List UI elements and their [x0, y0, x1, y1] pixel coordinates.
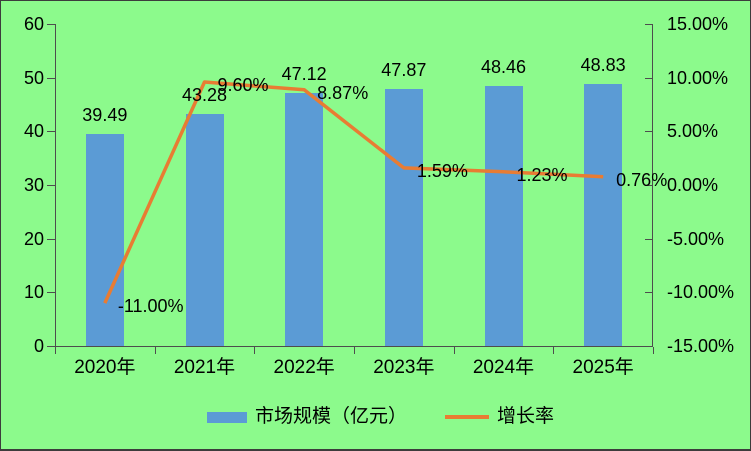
line-value-label: 8.87%	[317, 82, 369, 103]
right-axis-tick	[645, 24, 652, 25]
legend-item-growth-rate: 增长率	[445, 404, 554, 430]
left-axis-tick-label: 30	[23, 175, 44, 195]
right-axis-tick	[645, 292, 652, 294]
category-axis-tick	[553, 347, 555, 354]
right-axis-tick-label: -5.00%	[667, 228, 725, 249]
right-axis-tick	[645, 238, 652, 240]
line-value-label: 1.23%	[516, 164, 568, 185]
bar-value-label: 43.28	[181, 84, 228, 105]
category-axis-tick	[453, 347, 455, 354]
right-axis-tick	[645, 185, 652, 186]
line-value-label: 0.76%	[616, 169, 668, 190]
right-axis-tick-label: 5.00%	[667, 121, 719, 142]
right-value-axis	[652, 24, 653, 346]
right-axis-tick	[645, 346, 652, 347]
bar-value-label: 47.12	[281, 64, 327, 85]
left-axis-tick	[47, 77, 55, 79]
line-series-swatch-icon	[445, 415, 490, 419]
category-label: 2020年	[74, 357, 136, 378]
category-axis-tick	[154, 347, 156, 354]
line-value-label: 9.60%	[217, 74, 269, 95]
category-label: 2023年	[373, 357, 435, 378]
left-axis-tick	[47, 24, 55, 25]
right-axis-tick-label: 15.00%	[667, 14, 729, 34]
right-axis-tick-label: -10.00%	[667, 282, 735, 303]
right-axis-tick	[645, 131, 652, 133]
bar-series-swatch-icon	[207, 411, 247, 423]
left-axis-tick	[47, 346, 55, 347]
left-axis-tick-label: 50	[23, 67, 44, 88]
category-axis	[55, 346, 653, 347]
category-label: 2021年	[173, 357, 236, 378]
bar-value-label: 48.46	[480, 56, 527, 77]
category-label: 2025年	[572, 357, 634, 378]
right-axis-tick-label: -15.00%	[667, 336, 735, 356]
category-axis-tick	[55, 347, 56, 354]
right-axis-tick	[645, 77, 652, 79]
left-axis-tick-label: 40	[23, 121, 44, 142]
legend-label-growth-rate: 增长率	[497, 406, 555, 427]
legend: 市场规模（亿元） 增长率	[207, 404, 554, 430]
left-axis-tick-label: 0	[33, 336, 44, 356]
left-axis-tick	[47, 131, 55, 133]
right-axis-tick-label: 0.00%	[667, 175, 719, 195]
left-axis-tick-label: 10	[23, 282, 44, 303]
bar-value-label: 48.83	[580, 54, 626, 75]
line-value-label: 1.59%	[416, 160, 468, 181]
category-axis-tick	[254, 347, 256, 354]
line-value-label: -11.00%	[117, 296, 184, 317]
left-axis-tick	[47, 292, 55, 294]
left-axis-tick	[47, 185, 55, 186]
category-label: 2022年	[273, 357, 335, 378]
bar-value-label: 47.87	[381, 60, 427, 81]
category-axis-tick	[354, 347, 355, 354]
left-value-axis	[55, 24, 56, 346]
left-axis-tick-label: 60	[23, 14, 44, 34]
category-label: 2024年	[472, 357, 535, 378]
category-axis-tick	[653, 347, 654, 354]
left-axis-tick	[47, 238, 55, 240]
right-axis-tick-label: 10.00%	[667, 67, 729, 88]
legend-item-market-size: 市场规模（亿元）	[207, 404, 407, 430]
bar-value-label: 39.49	[82, 105, 128, 126]
legend-label-market-size: 市场规模（亿元）	[255, 406, 408, 427]
left-axis-tick-label: 20	[23, 228, 44, 249]
